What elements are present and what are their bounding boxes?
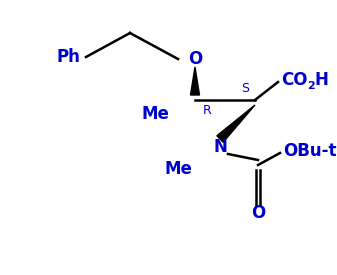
Text: Me: Me [164,160,192,178]
Text: 2: 2 [307,81,315,91]
Text: O: O [251,204,265,222]
Text: Me: Me [141,105,169,123]
Text: N: N [213,138,227,156]
Polygon shape [217,105,255,142]
Text: S: S [241,81,249,95]
Text: Ph: Ph [56,48,80,66]
Text: CO: CO [281,71,307,89]
Text: R: R [203,103,211,117]
Text: H: H [314,71,328,89]
Text: O: O [188,50,202,68]
Polygon shape [190,67,200,95]
Text: OBu-t: OBu-t [283,142,337,160]
